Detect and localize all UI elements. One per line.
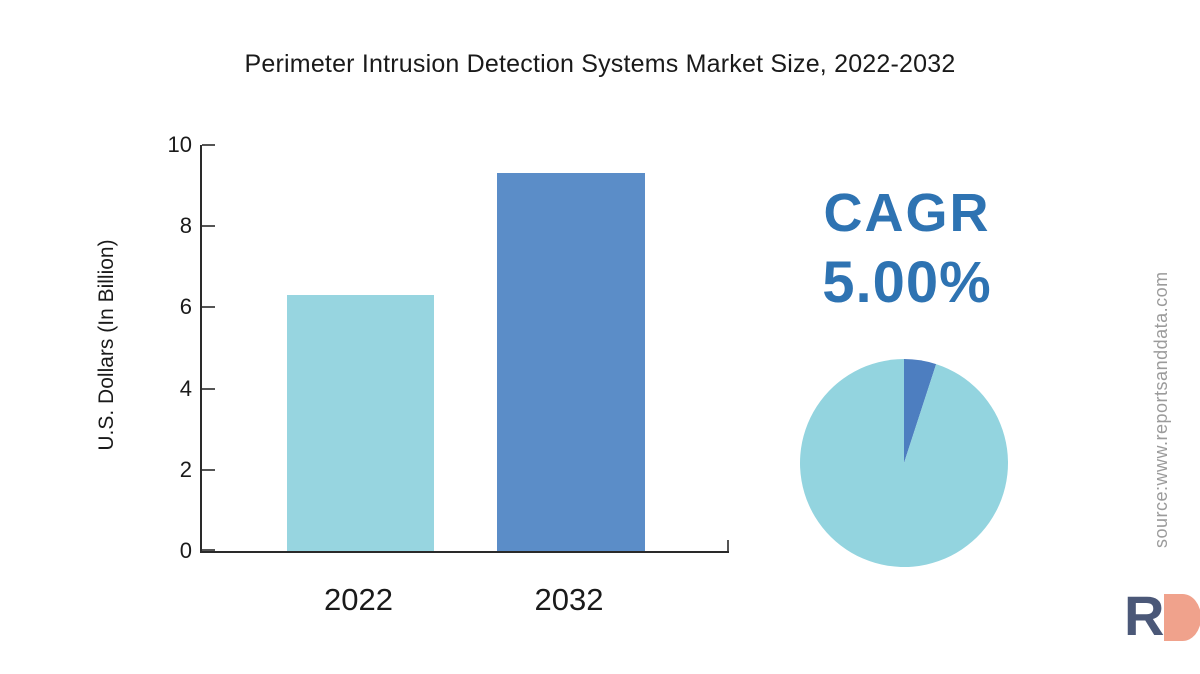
y-axis-label: U.S. Dollars (In Billion): [95, 239, 118, 451]
y-tick-mark: [202, 388, 215, 390]
y-tick-label: 4: [179, 376, 192, 401]
x-tick-label-2032: 2032: [534, 582, 604, 617]
y-tick-mark: [202, 144, 215, 146]
logo-letter-r: R: [1124, 584, 1164, 647]
bar-2032: [497, 173, 645, 551]
cagr-label: CAGR: [823, 183, 991, 243]
cagr-block: CAGR 5.00%: [788, 183, 1026, 323]
x-tick-label-2022: 2022: [324, 582, 393, 617]
cagr-pie-chart: [800, 359, 1009, 567]
y-tick-label: 0: [179, 538, 192, 563]
pie-slice-remainder: [800, 359, 1009, 567]
pie-slice-CAGR-slice: [904, 359, 937, 463]
source-watermark: source:www.reportsanddata.com: [1151, 271, 1171, 548]
y-tick-label: 10: [167, 132, 192, 157]
logo-d-shape: [1164, 594, 1200, 641]
y-tick-label: 8: [179, 213, 192, 238]
y-tick-mark: [202, 549, 215, 551]
x-axis-end-tick: [727, 540, 729, 551]
chart-title: Perimeter Intrusion Detection Systems Ma…: [244, 50, 956, 78]
cagr-value: 5.00%: [822, 250, 992, 315]
bar-2022: [287, 295, 434, 551]
y-tick-label: 2: [179, 457, 192, 482]
bar-plot-area: [200, 144, 729, 553]
y-tick-label: 6: [179, 294, 192, 319]
y-tick-mark: [202, 225, 215, 227]
reportsanddata-logo: R: [1124, 584, 1200, 647]
y-tick-mark: [202, 306, 215, 308]
y-tick-mark: [202, 469, 215, 471]
